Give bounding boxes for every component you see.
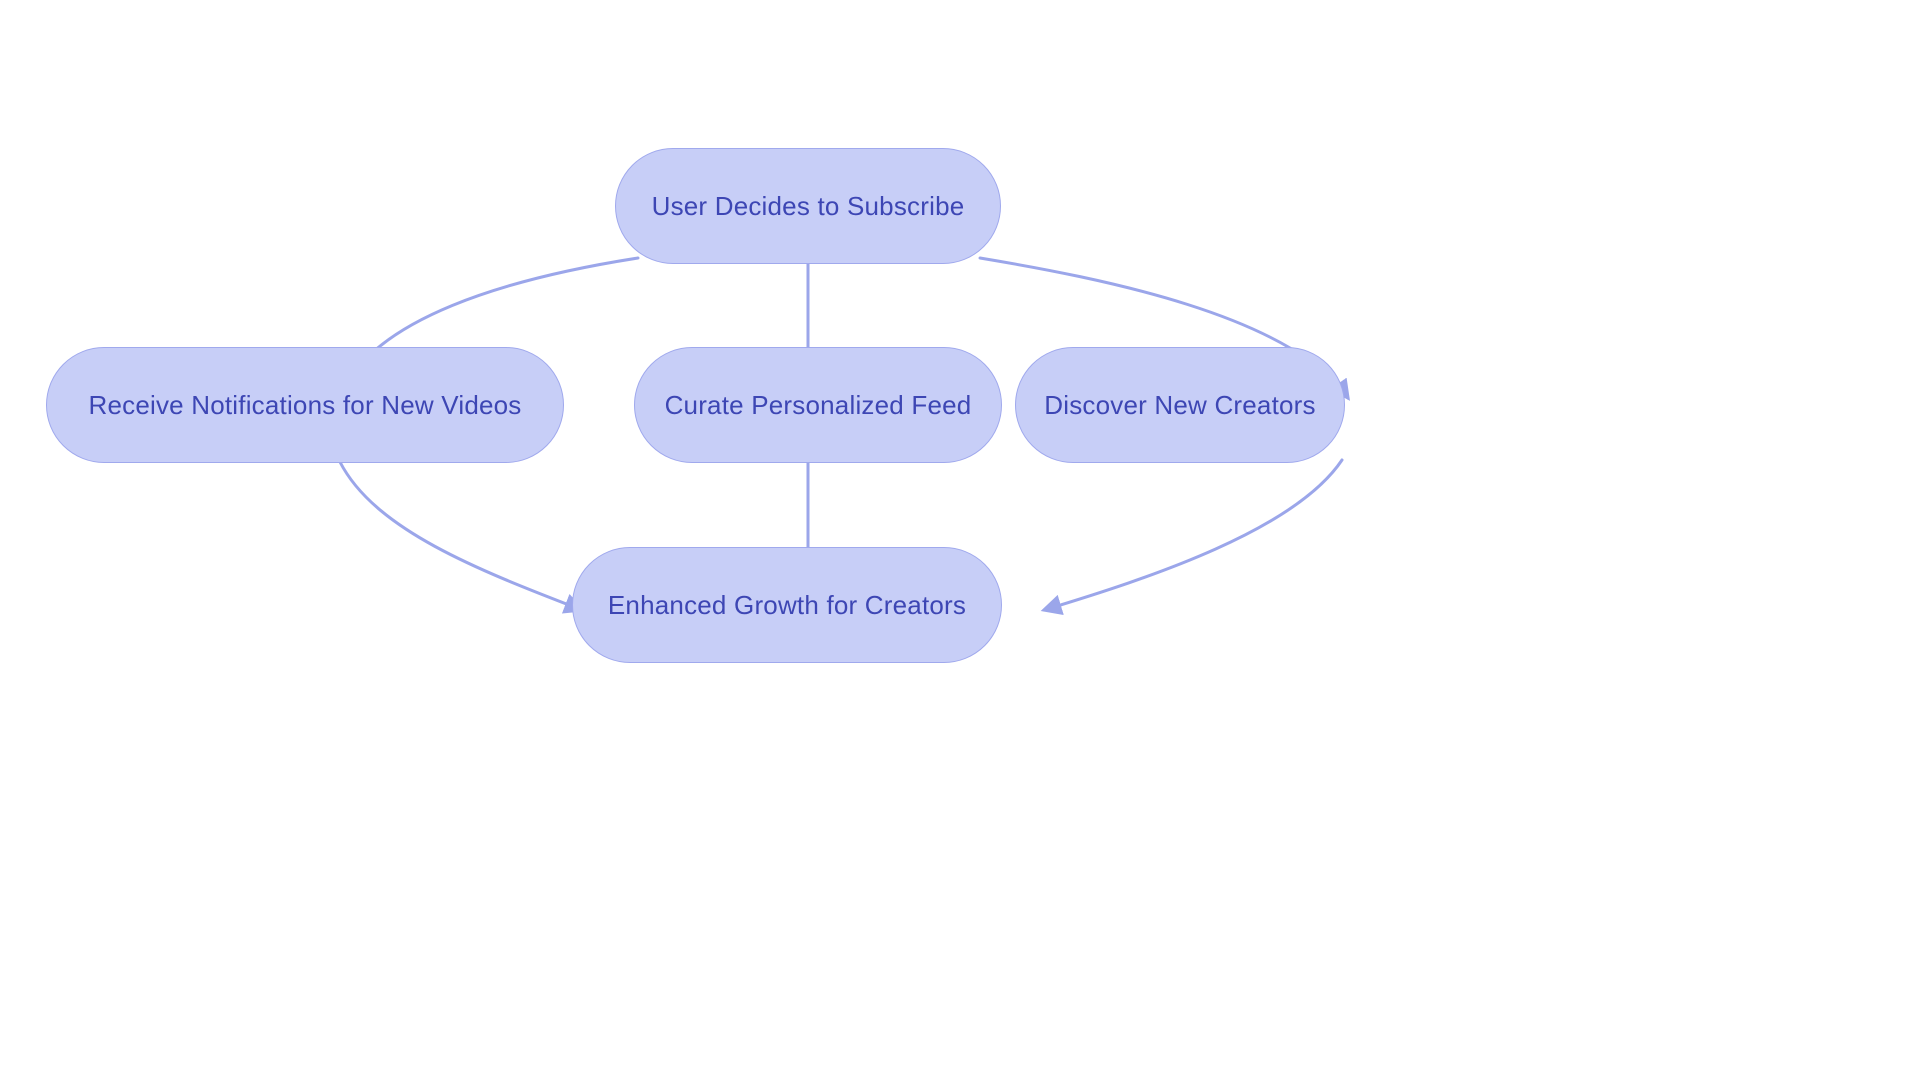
node-n3: Discover New Creators: [1015, 347, 1345, 463]
flowchart-canvas: User Decides to Subscribe Receive Notific…: [0, 0, 1920, 1083]
edge-n1-n4: [340, 462, 582, 610]
node-label: Curate Personalized Feed: [665, 390, 972, 421]
node-n2: Curate Personalized Feed: [634, 347, 1002, 463]
node-label: Enhanced Growth for Creators: [608, 590, 966, 621]
edge-n3-n4: [1044, 460, 1342, 610]
node-n1: Receive Notifications for New Videos: [46, 347, 564, 463]
node-label: User Decides to Subscribe: [652, 191, 965, 222]
node-label: Discover New Creators: [1044, 390, 1316, 421]
node-n0: User Decides to Subscribe: [615, 148, 1001, 264]
node-label: Receive Notifications for New Videos: [88, 390, 521, 421]
node-n4: Enhanced Growth for Creators: [572, 547, 1002, 663]
